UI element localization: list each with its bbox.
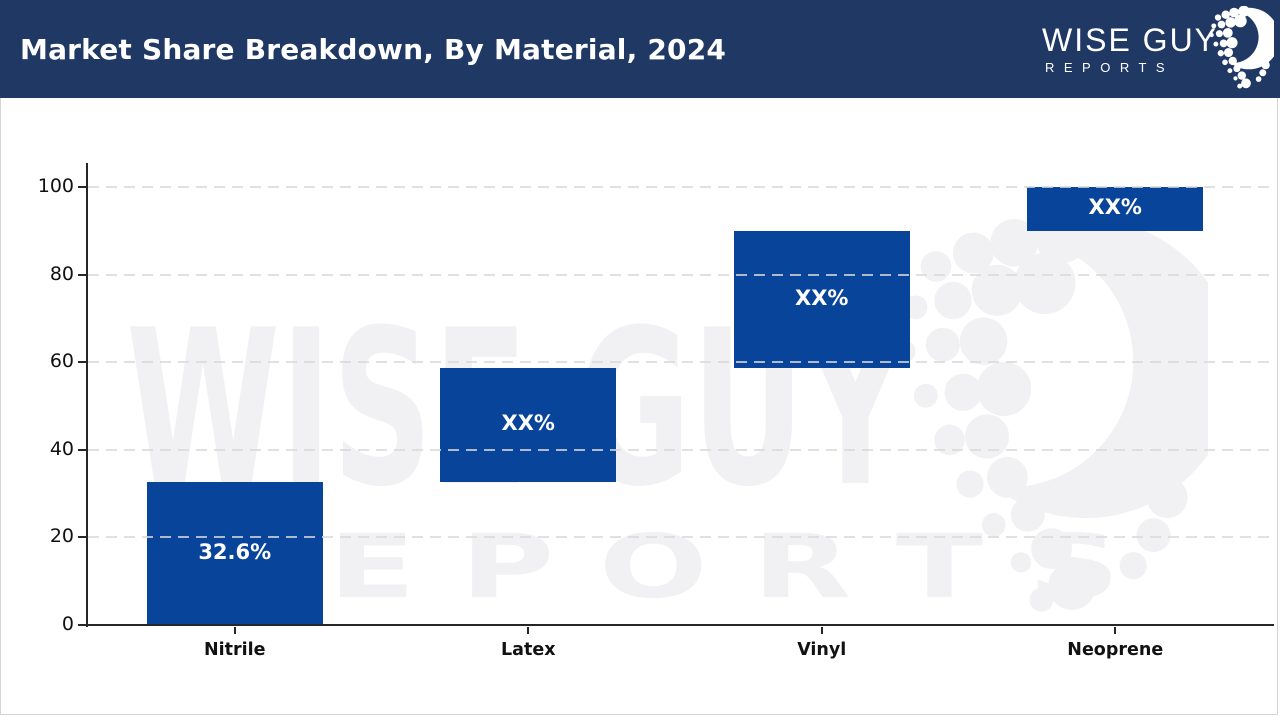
- y-tick-label-20: 20: [49, 525, 74, 548]
- logo-wiseguy-text: WISE GUY: [1042, 22, 1219, 58]
- gridline-y60: [88, 361, 1274, 364]
- x-category-label: Latex: [501, 640, 556, 660]
- x-axis-line: [86, 624, 1274, 626]
- x-tick-nitrile: [233, 627, 236, 634]
- chart-title: Market Share Breakdown, By Material, 202…: [20, 32, 727, 66]
- header-bar: Market Share Breakdown, By Material, 202…: [0, 0, 1280, 98]
- bar-nitrile: [146, 482, 323, 625]
- x-category-label: Neoprene: [1067, 640, 1164, 660]
- bar-value-label: XX%: [795, 285, 849, 310]
- logo-wordmark: WISE GUY REPORTS: [1042, 24, 1218, 74]
- y-tick-label-40: 40: [49, 437, 74, 460]
- y-tick-label-0: 0: [61, 613, 74, 635]
- x-category-label: Nitrile: [203, 640, 266, 660]
- bar-value-label: XX%: [501, 411, 555, 436]
- y-tick-0: [78, 624, 86, 626]
- bar-value-label: XX%: [1088, 194, 1142, 219]
- y-tick-label-80: 80: [49, 262, 74, 285]
- x-tick-neoprene: [1114, 627, 1117, 634]
- y-tick-label-60: 60: [49, 350, 74, 373]
- logo-head-icon: [1204, 6, 1274, 92]
- gridline-y20: [88, 536, 1274, 539]
- gridline-y100: [88, 186, 1274, 188]
- bar-latex: [440, 368, 617, 483]
- y-tick-20: [78, 536, 86, 539]
- bar-value-label: 32.6%: [198, 539, 272, 564]
- logo-reports-text: REPORTS: [1045, 60, 1175, 75]
- y-tick-100: [78, 186, 86, 188]
- x-tick-vinyl: [820, 627, 823, 634]
- y-axis-line: [86, 162, 88, 627]
- gridline-y40: [88, 448, 1274, 451]
- y-tick-40: [78, 448, 86, 451]
- gridline-y80: [88, 273, 1274, 276]
- y-tick-label-100: 100: [37, 175, 74, 197]
- y-tick-80: [78, 273, 86, 276]
- x-tick-latex: [527, 627, 530, 634]
- y-tick-60: [78, 361, 86, 364]
- x-category-label: Vinyl: [797, 640, 847, 660]
